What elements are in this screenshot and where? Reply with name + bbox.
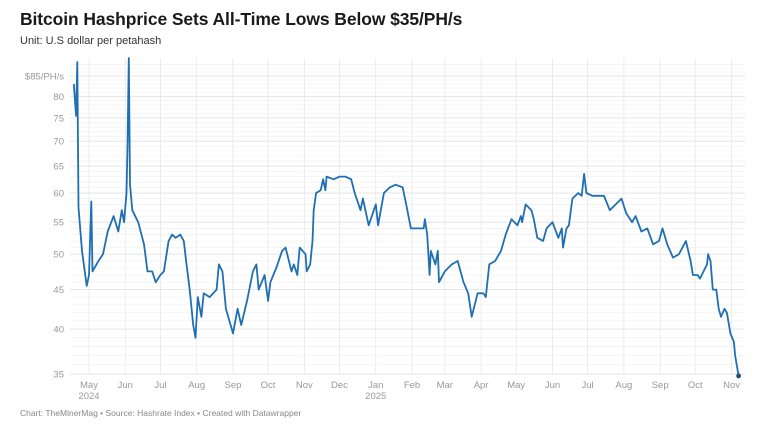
x-tick-label: May xyxy=(507,380,525,391)
chart-footer: Chart: TheMinerMag • Source: Hashrate In… xyxy=(20,408,302,418)
y-tick-label: 55 xyxy=(53,218,64,229)
y-tick-label: 70 xyxy=(53,137,64,148)
x-tick-label: Oct xyxy=(688,380,703,391)
y-tick-label: 80 xyxy=(53,92,64,103)
y-tick-label: 50 xyxy=(53,250,64,261)
y-tick-label: 60 xyxy=(53,188,64,199)
x-tick-label: Aug xyxy=(188,380,205,391)
hashprice-series-line xyxy=(72,57,740,377)
x-tick-label: Nov xyxy=(723,380,740,391)
x-tick-label: Aug xyxy=(615,380,632,391)
x-tick-year-label: 2025 xyxy=(365,391,386,402)
x-tick-label: Sep xyxy=(225,380,242,391)
y-tick-label: $85/PH/s xyxy=(25,72,64,83)
x-tick-label: Feb xyxy=(404,380,420,391)
x-tick-label: Jun xyxy=(545,380,560,391)
x-tick-year-label: 2024 xyxy=(78,391,99,402)
y-tick-label: 65 xyxy=(53,162,64,173)
y-tick-label: 45 xyxy=(53,285,64,296)
x-tick-label: Jul xyxy=(582,380,594,391)
chart-title: Bitcoin Hashprice Sets All-Time Lows Bel… xyxy=(20,9,463,29)
x-tick-label: Nov xyxy=(296,380,313,391)
x-tick-label: Jul xyxy=(154,380,166,391)
x-tick-label: May xyxy=(80,380,98,391)
x-tick-label: Dec xyxy=(331,380,348,391)
chart-subtitle: Unit: U.S dollar per petahash xyxy=(20,35,162,47)
y-tick-label: 35 xyxy=(53,370,64,381)
last-point-marker xyxy=(736,373,741,379)
x-tick-label: Jun xyxy=(118,380,133,391)
y-tick-label: 40 xyxy=(53,325,64,336)
y-tick-label: 75 xyxy=(53,114,64,125)
x-tick-label: Jan xyxy=(368,380,383,391)
x-tick-label: Sep xyxy=(652,380,669,391)
x-tick-label: Oct xyxy=(261,380,276,391)
x-tick-label: Mar xyxy=(437,380,453,391)
x-tick-label: Apr xyxy=(474,380,489,391)
